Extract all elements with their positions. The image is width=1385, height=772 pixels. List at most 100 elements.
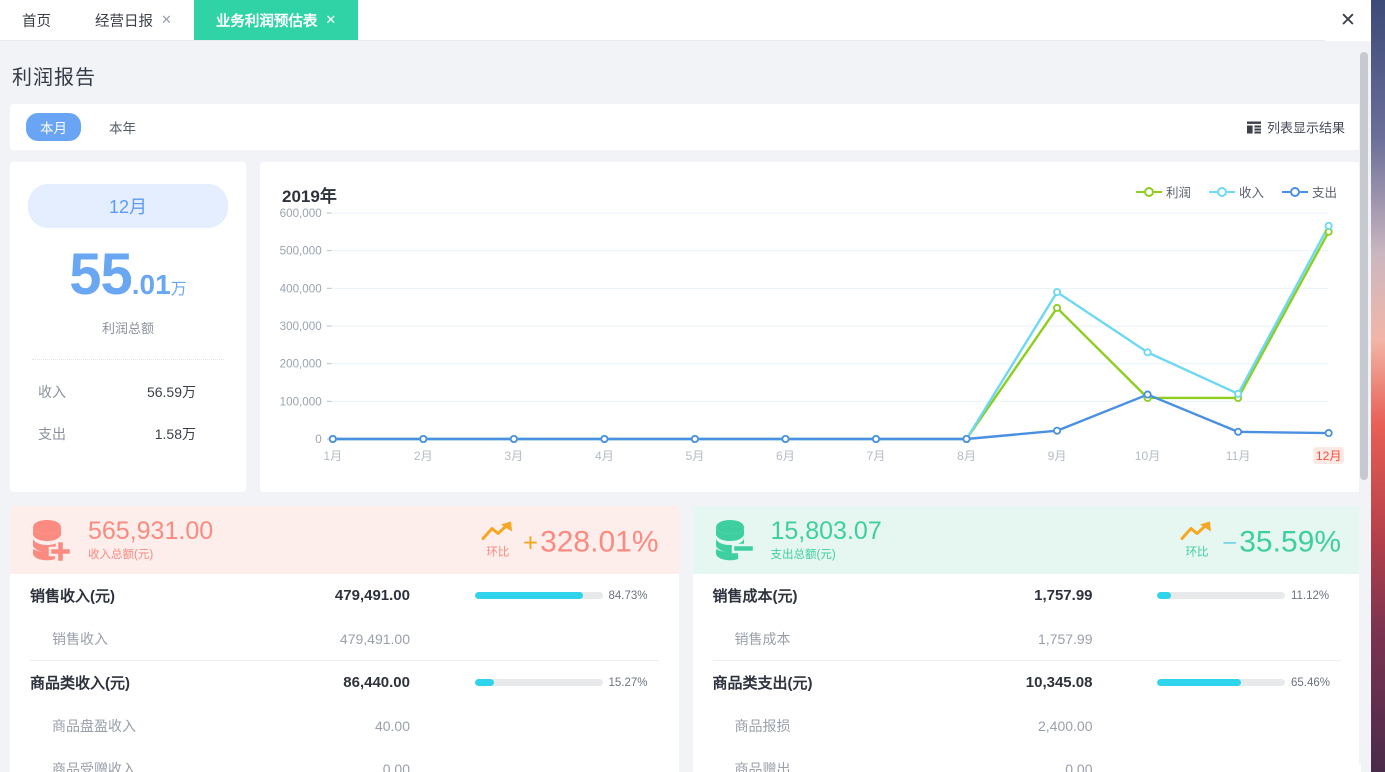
detail-row-minor: 商品盘盈收入 40.00 — [10, 704, 679, 747]
detail-row-minor: 商品报损 2,400.00 — [693, 704, 1362, 747]
tab-home[interactable]: 首页 — [0, 0, 73, 40]
chart-x-tick-label: 9月 — [1048, 449, 1067, 463]
tab-close-icon[interactable]: ✕ — [325, 12, 337, 27]
detail-row-minor: 商品赠出 0.00 — [693, 747, 1362, 772]
chart-point[interactable] — [781, 434, 790, 443]
chart-y-tick-label: 300,000 — [280, 321, 322, 333]
detail-row-name: 销售收入 — [52, 630, 108, 647]
chart-point[interactable] — [1143, 348, 1152, 357]
legend-label: 利润 — [1165, 186, 1191, 200]
month-pill[interactable]: 12月 — [28, 184, 228, 228]
expense-total-block: 15,803.07 支出总额(元) — [771, 518, 882, 562]
detail-row-name: 商品类支出(元) — [712, 675, 813, 692]
detail-row-value: 479,491.00 — [334, 587, 410, 604]
detail-row-value: 40.00 — [374, 717, 410, 734]
detail-row-progress: 84.73% — [410, 590, 659, 602]
chart-point[interactable] — [419, 434, 428, 443]
expense-compare-block: 环比 − 35.59% — [1180, 521, 1341, 560]
tab-label: 经营日报 — [95, 13, 153, 30]
detail-row-name: 销售收入(元) — [30, 588, 115, 605]
desktop-wallpaper-sliver — [1371, 0, 1385, 772]
detail-row-value: 2,400.00 — [1038, 717, 1093, 734]
vertical-scrollbar-thumb[interactable] — [1360, 52, 1368, 480]
chart-point[interactable] — [1143, 390, 1152, 399]
detail-row-major: 商品类支出(元) 10,345.08 65.46% — [693, 661, 1362, 704]
chart-y-tick-label: 100,000 — [280, 396, 322, 408]
income-total-label: 收入总额(元) — [88, 549, 154, 562]
expense-compare-label: 环比 — [1185, 546, 1209, 559]
progress-track — [1157, 679, 1285, 686]
progress-track — [1157, 592, 1285, 599]
chart-x-tick-label: 5月 — [685, 449, 704, 463]
tab-bar: 首页 经营日报 ✕ 业务利润预估表 ✕ ✕ — [0, 0, 1371, 41]
detail-row-value: 0.00 — [382, 760, 410, 772]
summary-row-income: 收入 56.59万 — [28, 382, 228, 402]
chart-y-tick-label: 200,000 — [280, 359, 322, 371]
list-view-icon — [1246, 121, 1261, 133]
income-compare-block: 环比 + 328.01% — [481, 521, 659, 560]
overview-row: 12月 55.01万 利润总额 收入 56.59万 支出 1.58万 2019年 — [10, 162, 1361, 492]
page-title: 利润报告 — [12, 67, 96, 89]
chart-point[interactable] — [600, 434, 609, 443]
progress-fill — [1157, 679, 1241, 686]
segment-this-year[interactable]: 本年 — [109, 121, 136, 136]
trend-up-icon — [1180, 521, 1212, 540]
chart-point[interactable] — [1053, 303, 1062, 312]
tab-label: 业务利润预估表 — [215, 13, 318, 30]
report-toolbar: 本月 本年 列表显示结果 — [10, 104, 1361, 150]
detail-row-major: 销售成本(元) 1,757.99 11.12% — [693, 574, 1362, 617]
detail-row-value: 0.00 — [1065, 760, 1093, 772]
expense-compare-icon-block: 环比 — [1180, 521, 1214, 560]
income-compare-icon-block: 环比 — [481, 521, 515, 560]
chart-y-tick-label: 0 — [315, 434, 321, 446]
detail-row-name: 商品报损 — [734, 717, 791, 734]
progress-percent: 11.12% — [1291, 589, 1330, 602]
income-row-list: 销售收入(元) 479,491.00 84.73% 销售收入 479,491.00 商品类… — [10, 574, 679, 772]
list-display-toggle[interactable]: 列表显示结果 — [1246, 118, 1345, 137]
tab-close-icon[interactable]: ✕ — [161, 12, 172, 27]
profit-total-decimal: .01 — [131, 269, 171, 300]
chart-point[interactable] — [328, 434, 337, 443]
tab-profit-estimate[interactable]: 业务利润预估表 ✕ — [193, 0, 359, 40]
expense-total-value: 15,803.07 — [770, 516, 882, 545]
progress-fill — [1157, 592, 1172, 599]
chart-point[interactable] — [1234, 427, 1243, 436]
chart-x-tick-label: 1月 — [323, 449, 342, 463]
profit-total-unit: 万 — [170, 281, 187, 298]
chart-point[interactable] — [1053, 288, 1062, 297]
chart-point[interactable] — [1234, 389, 1243, 398]
chart-point[interactable] — [962, 434, 971, 443]
expense-panel-header: 15,803.07 支出总额(元) 环比 − 35.59% — [692, 506, 1361, 574]
income-total-block: 565,931.00 收入总额(元) — [88, 518, 213, 562]
coin-plus-icon — [33, 520, 73, 561]
chart-point[interactable] — [871, 434, 881, 443]
chart-series-line-2 — [331, 393, 1330, 441]
legend-item-profit[interactable]: 利润 — [1135, 182, 1191, 201]
summary-divider — [32, 359, 224, 360]
summary-row-expense: 支出 1.58万 — [28, 424, 228, 444]
detail-row-name: 商品受赠收入 — [52, 760, 136, 772]
detail-row: 565,931.00 收入总额(元) 环比 + 328.01% — [10, 506, 1361, 772]
window-close-icon[interactable]: ✕ — [1325, 0, 1371, 41]
income-compare-pct: 328.01% — [540, 525, 659, 559]
progress-track — [474, 592, 603, 599]
chart-point[interactable] — [509, 434, 518, 443]
chart-point[interactable] — [1324, 429, 1333, 438]
income-compare-sign: + — [522, 527, 539, 558]
trend-chart-card: 2019年 利润 — [260, 162, 1361, 492]
summary-row-value: 1.58万 — [154, 426, 196, 442]
profit-total-value: 55.01万 — [28, 246, 228, 304]
legend-item-revenue[interactable]: 收入 — [1208, 182, 1264, 201]
income-compare-label: 环比 — [486, 546, 510, 559]
detail-row-major: 销售收入(元) 479,491.00 84.73% — [10, 574, 679, 617]
legend-label: 收入 — [1238, 186, 1264, 200]
legend-item-expense[interactable]: 支出 — [1281, 182, 1337, 201]
chart-point[interactable] — [690, 434, 699, 443]
detail-row-value: 479,491.00 — [339, 630, 410, 647]
detail-row-value: 1,757.99 — [1038, 630, 1093, 647]
detail-row-minor: 销售收入 479,491.00 — [10, 617, 679, 660]
chart-point[interactable] — [1324, 221, 1333, 230]
segment-this-month[interactable]: 本月 — [26, 113, 81, 141]
tab-daily-report[interactable]: 经营日报 ✕ — [73, 0, 194, 40]
chart-point[interactable] — [1053, 426, 1062, 435]
